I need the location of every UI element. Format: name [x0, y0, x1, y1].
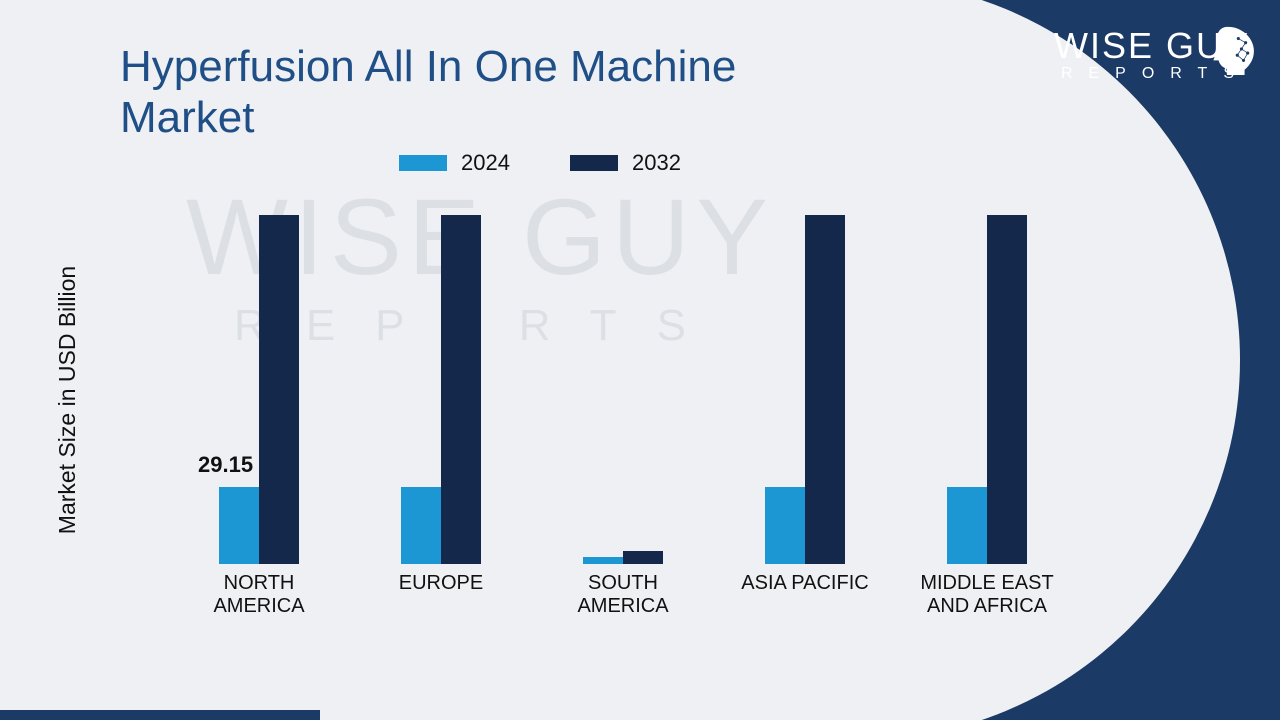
bar: [219, 487, 259, 564]
category-label: SOUTH AMERICA: [548, 572, 698, 618]
brand-logo: WISE GUY REPORTS: [1053, 28, 1250, 82]
legend-item-2024: 2024: [399, 150, 510, 176]
bar-group: ASIA PACIFIC: [750, 215, 860, 564]
bar-group: SOUTH AMERICA: [568, 551, 678, 564]
bar: [259, 215, 299, 564]
chart: Market Size in USD Billion 2024 2032 NOR…: [60, 150, 1020, 670]
bar: [805, 215, 845, 564]
bar: [583, 557, 623, 564]
bar-group: EUROPE: [386, 215, 496, 564]
legend-label: 2024: [461, 150, 510, 176]
chart-title: Hyperfusion All In One Machine Market: [120, 42, 840, 143]
bar: [623, 551, 663, 564]
head-icon: [1204, 24, 1256, 76]
bar: [401, 487, 441, 564]
y-axis-label: Market Size in USD Billion: [54, 210, 81, 590]
bar: [441, 215, 481, 564]
bar: [987, 215, 1027, 564]
plot-area: NORTH AMERICA EUROPE SOUTH AMERICA ASIA PAC…: [138, 194, 1008, 564]
category-label: ASIA PACIFIC: [730, 572, 880, 595]
legend: 2024 2032: [60, 150, 1020, 176]
category-label: MIDDLE EAST AND AFRICA: [912, 572, 1062, 618]
bar-group: MIDDLE EAST AND AFRICA: [932, 215, 1042, 564]
category-label: NORTH AMERICA: [184, 572, 334, 618]
bar-group: NORTH AMERICA: [204, 215, 314, 564]
legend-swatch: [399, 155, 447, 171]
category-label: EUROPE: [366, 572, 516, 595]
data-label: 29.15: [198, 452, 253, 478]
bar: [947, 487, 987, 564]
legend-label: 2032: [632, 150, 681, 176]
bar: [765, 487, 805, 564]
page: WISE GUY REPORTS WISE GUY REPORTS Hyperf…: [0, 0, 1280, 720]
legend-swatch: [570, 155, 618, 171]
legend-item-2032: 2032: [570, 150, 681, 176]
footer-accent-bar: [0, 710, 320, 720]
